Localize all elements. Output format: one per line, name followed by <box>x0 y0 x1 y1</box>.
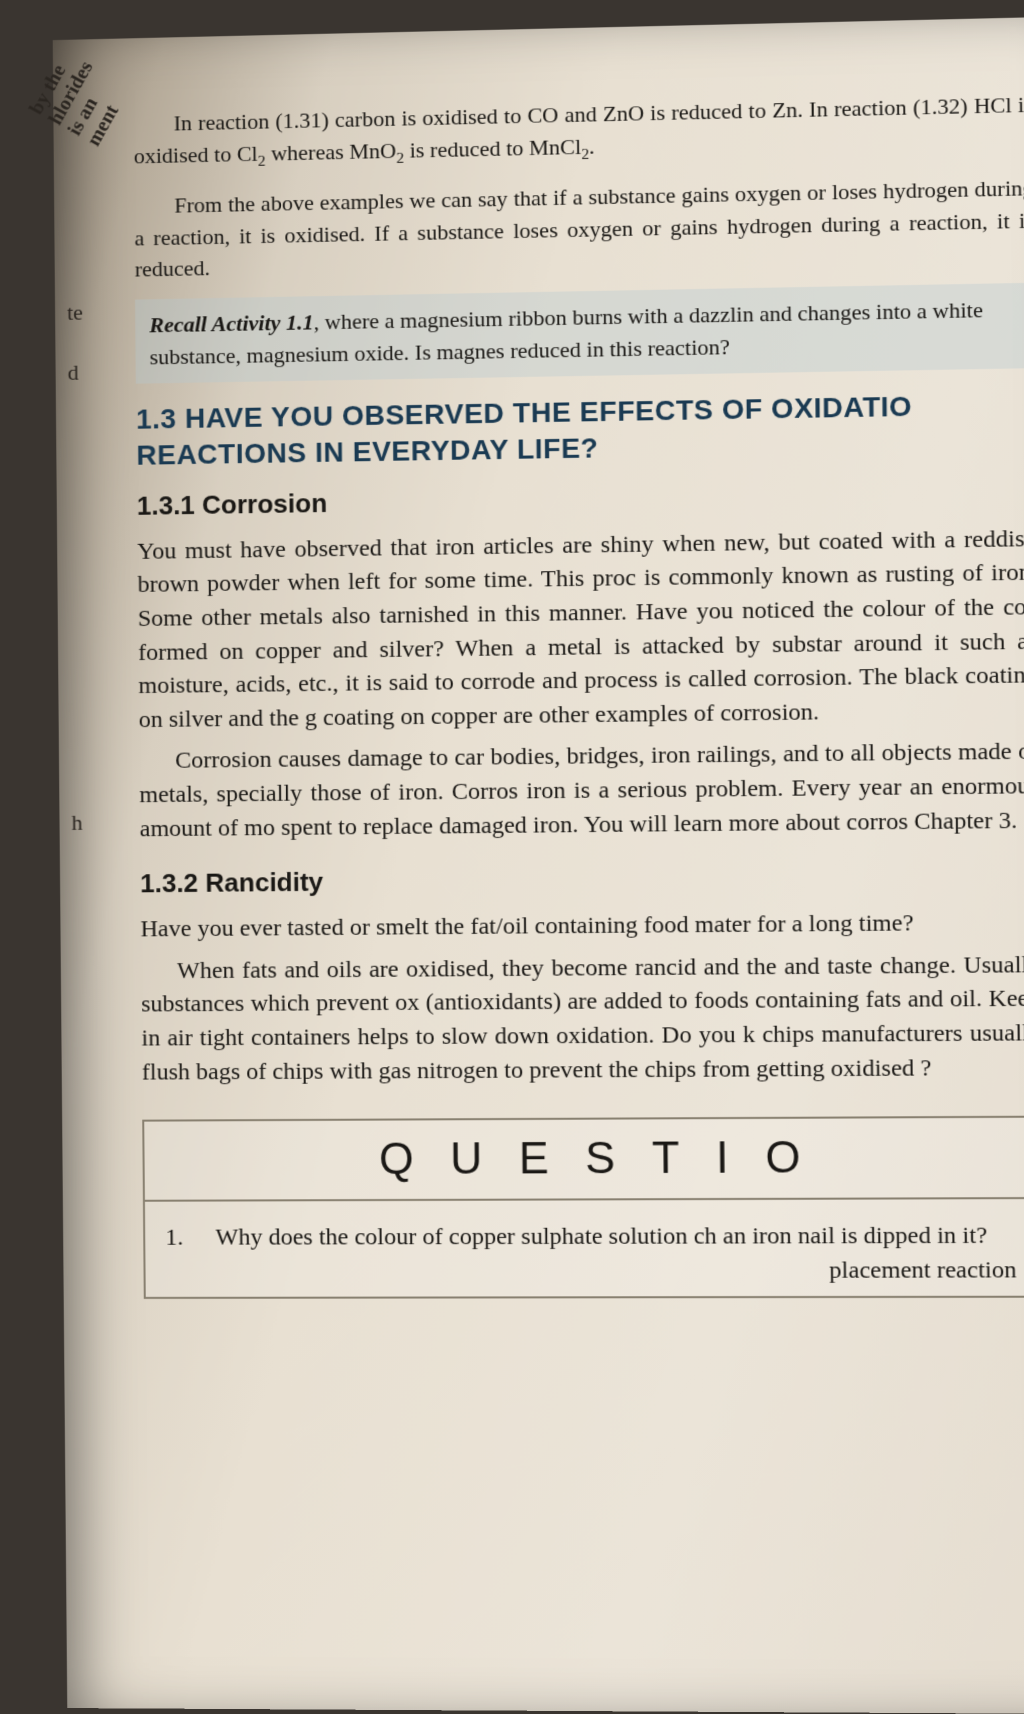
margin-fragment: h <box>71 810 82 836</box>
intro-paragraph-2: From the above examples we can say that … <box>134 171 1024 285</box>
question-text: Why does the colour of copper sulphate s… <box>215 1220 1024 1290</box>
rancidity-paragraph-1: Have you ever tasted or smelt the fat/oi… <box>140 906 1024 947</box>
rancidity-heading: 1.3.2 Rancidity <box>140 861 1024 900</box>
page-content: In reaction (1.31) carbon is oxidised to… <box>133 88 1024 1299</box>
question-fragment: placement reaction <box>216 1254 1024 1289</box>
intro-text: is reduced to MnCl <box>404 134 582 163</box>
intro-text: whereas MnO <box>265 138 396 166</box>
intro-paragraph-1: In reaction (1.31) carbon is oxidised to… <box>133 88 1024 176</box>
question-item: 1. Why does the colour of copper sulphat… <box>145 1199 1024 1297</box>
section-title: HAVE YOU OBSERVED THE EFFECTS OF OXIDATI… <box>136 391 912 472</box>
margin-fragment: te <box>67 300 83 326</box>
question-number: 1. <box>165 1222 216 1289</box>
intro-text: . <box>589 133 595 158</box>
intro-text: From the above examples we can say that … <box>134 175 1024 282</box>
questions-box: QUESTIO 1. Why does the colour of copper… <box>142 1116 1024 1299</box>
corrosion-paragraph-2: Corrosion causes damage to car bodies, b… <box>139 736 1024 847</box>
questions-header: QUESTIO <box>144 1118 1024 1202</box>
recall-activity-box: Recall Activity 1.1, where a magnesium r… <box>135 283 1024 384</box>
rancidity-paragraph-2: When fats and oils are oxidised, they be… <box>141 949 1024 1090</box>
recall-label: Recall Activity 1.1 <box>149 310 314 338</box>
corrosion-heading: 1.3.1 Corrosion <box>137 477 1024 522</box>
margin-fragment: d <box>68 360 79 386</box>
section-heading: 1.3 HAVE YOU OBSERVED THE EFFECTS OF OXI… <box>136 387 1024 475</box>
section-number: 1.3 <box>136 403 177 435</box>
corrosion-paragraph-1: You must have observed that iron article… <box>137 523 1024 738</box>
book-spine-text: by the hlorides is an ment <box>25 37 141 150</box>
textbook-page: by the hlorides is an ment te d h In rea… <box>53 17 1024 1713</box>
